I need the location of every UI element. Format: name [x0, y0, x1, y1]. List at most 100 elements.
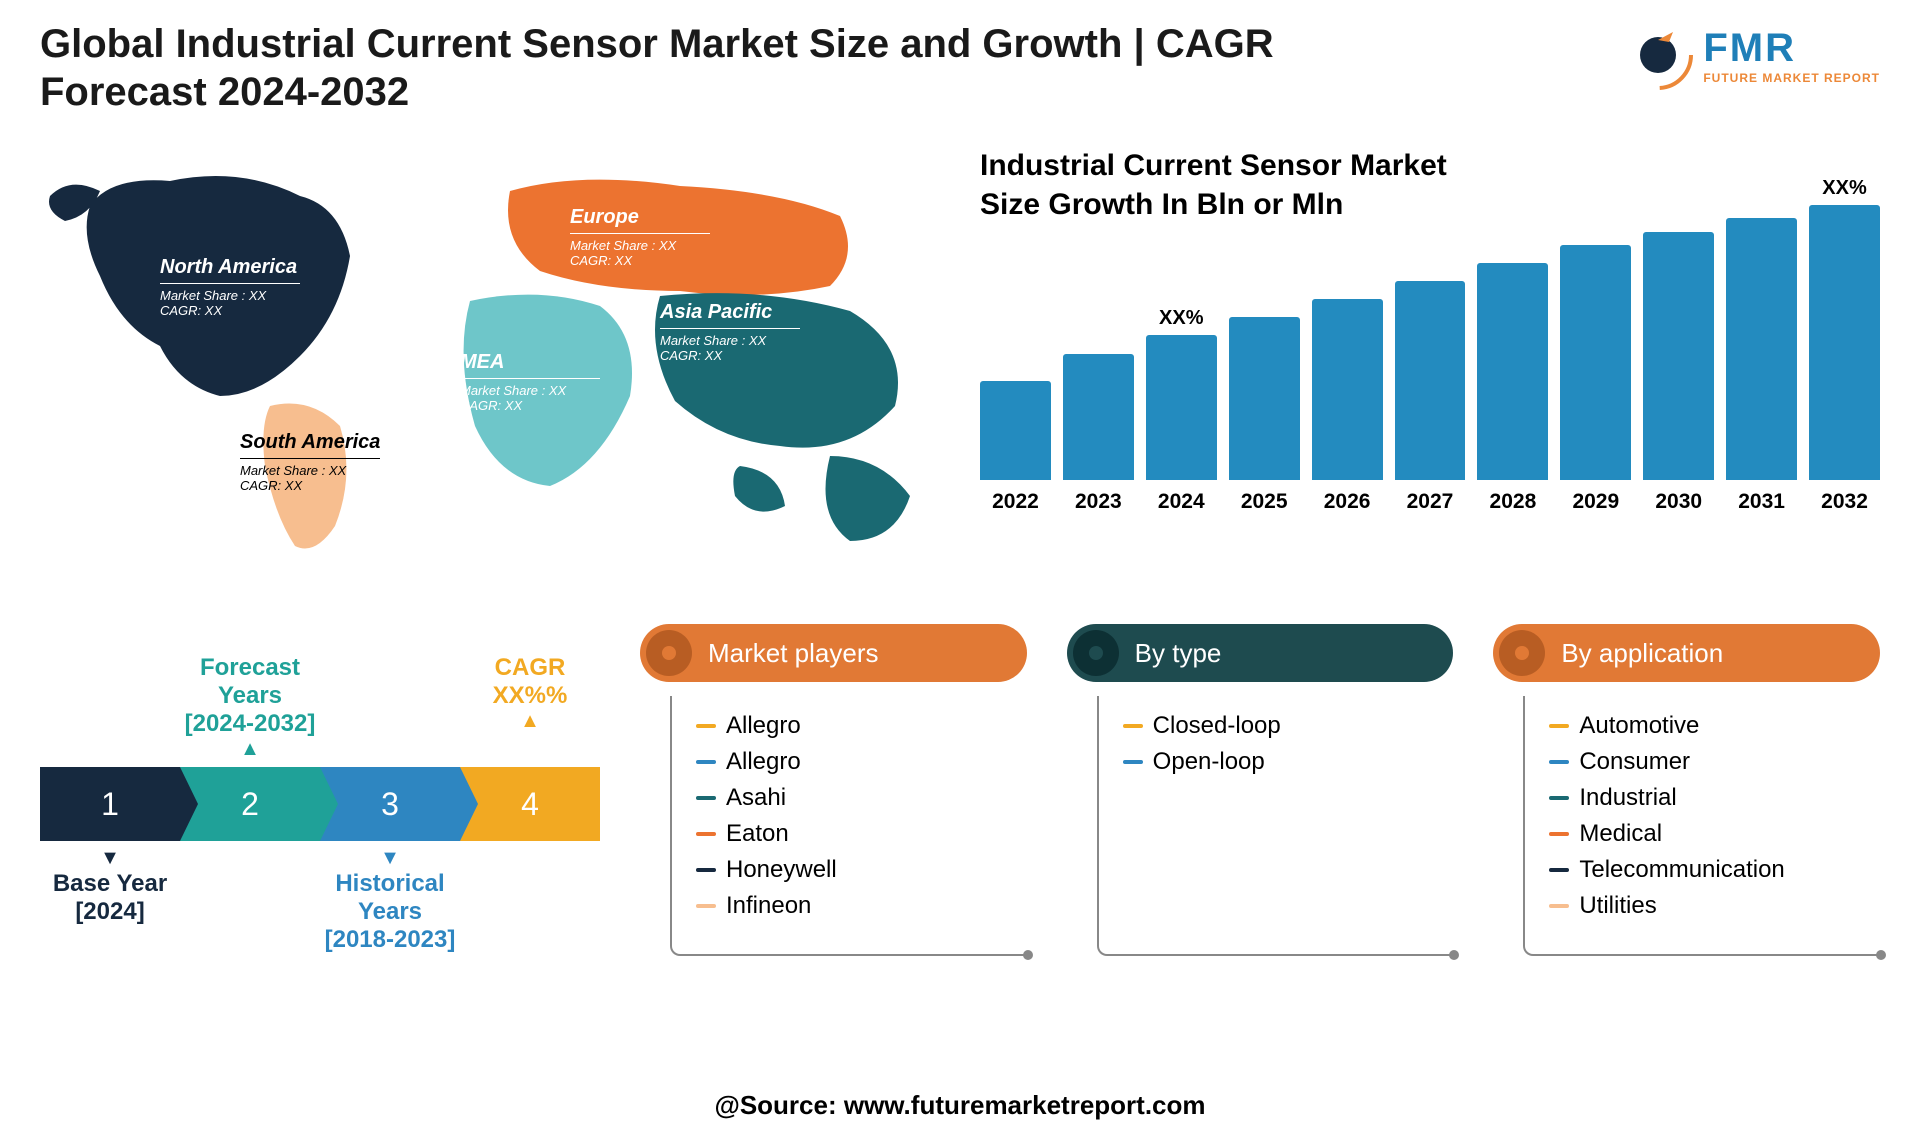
bar-category-label: 2029 — [1572, 490, 1619, 514]
list-item: Open-loop — [1123, 748, 1454, 776]
label-europe: Europe Market Share : XX CAGR: XX — [570, 206, 710, 268]
list-item: Allegro — [696, 712, 1027, 740]
tick-icon — [696, 760, 716, 764]
list-item: Allegro — [696, 748, 1027, 776]
list-item: Infineon — [696, 892, 1027, 920]
bar-col: 2028 — [1477, 263, 1548, 514]
bar — [1726, 218, 1797, 480]
bar-category-label: 2028 — [1490, 490, 1537, 514]
bar — [1643, 232, 1714, 480]
label-cagr: CAGR XX%% ▲ — [460, 654, 600, 761]
list-market-players: Allegro Allegro Asahi Eaton Honeywell Infineo… — [670, 696, 1027, 956]
bar-col: 2022 — [980, 381, 1051, 514]
bar-col: 2026 — [1312, 299, 1383, 514]
bar — [1477, 263, 1548, 480]
list-item: Telecommunication — [1549, 856, 1880, 884]
timeline-segment: 1 — [40, 767, 180, 841]
bottom-row: Forecast Years [2024-2032] ▲ CAGR XX%% ▲… — [40, 624, 1880, 956]
list-item: Automotive — [1549, 712, 1880, 740]
list-item: Asahi — [696, 784, 1027, 812]
list-item: Utilities — [1549, 892, 1880, 920]
timeline-segment: 4 — [460, 767, 600, 841]
bar-col: 2023 — [1063, 354, 1134, 514]
list-item-label: Industrial — [1579, 784, 1676, 812]
list-item-label: Automotive — [1579, 712, 1699, 740]
bar-category-label: 2031 — [1738, 490, 1785, 514]
tick-icon — [1549, 832, 1569, 836]
bar — [980, 381, 1051, 480]
top-row: North America Market Share : XX CAGR: XX… — [40, 146, 1880, 574]
bar-value-label: XX% — [1159, 307, 1203, 330]
tick-icon — [1549, 796, 1569, 800]
list-item-label: Closed-loop — [1153, 712, 1281, 740]
logo-sub: FUTURE MARKET REPORT — [1703, 71, 1880, 85]
label-north-america: North America Market Share : XX CAGR: XX — [160, 256, 300, 318]
source-text: @Source: www.futuremarketreport.com — [714, 1090, 1205, 1121]
page-title: Global Industrial Current Sensor Market … — [40, 20, 1340, 116]
bar-value-label: XX% — [1822, 177, 1866, 200]
list-item: Eaton — [696, 820, 1027, 848]
tick-icon — [696, 904, 716, 908]
bar-col: XX%2032 — [1809, 205, 1880, 514]
pill-market-players: Market players Allegro Allegro Asahi Eaton H… — [640, 624, 1027, 956]
timeline-bar: 1234 — [40, 767, 600, 841]
bar-col: 2030 — [1643, 232, 1714, 514]
bar-category-label: 2027 — [1407, 490, 1454, 514]
list-item-label: Utilities — [1579, 892, 1656, 920]
bar-category-label: 2022 — [992, 490, 1039, 514]
label-mea: MEA Market Share : XX CAGR: XX — [460, 351, 600, 413]
world-map: North America Market Share : XX CAGR: XX… — [40, 146, 940, 566]
bar-col: 2029 — [1560, 245, 1631, 514]
bar — [1560, 245, 1631, 480]
list-item: Industrial — [1549, 784, 1880, 812]
tick-icon — [1549, 868, 1569, 872]
tick-icon — [1549, 724, 1569, 728]
logo-icon — [1623, 20, 1693, 90]
label-asia-pacific: Asia Pacific Market Share : XX CAGR: XX — [660, 301, 800, 363]
label-forecast: Forecast Years [2024-2032] ▲ — [180, 654, 320, 761]
list-by-application: Automotive Consumer Industrial Medical Telec… — [1523, 696, 1880, 956]
timeline-segment: 3 — [320, 767, 460, 841]
bar — [1395, 281, 1466, 480]
tick-icon — [696, 868, 716, 872]
list-item-label: Eaton — [726, 820, 789, 848]
timeline-segment: 2 — [180, 767, 320, 841]
bar-category-label: 2024 — [1158, 490, 1205, 514]
timeline: Forecast Years [2024-2032] ▲ CAGR XX%% ▲… — [40, 624, 600, 956]
list-item: Honeywell — [696, 856, 1027, 884]
bar — [1063, 354, 1134, 480]
logo: FMR FUTURE MARKET REPORT — [1623, 20, 1880, 90]
pill-header-by-application: By application — [1493, 624, 1880, 682]
bar — [1229, 317, 1300, 480]
bar — [1312, 299, 1383, 480]
tick-icon — [1123, 724, 1143, 728]
list-item-label: Asahi — [726, 784, 786, 812]
list-item: Consumer — [1549, 748, 1880, 776]
label-historical: ▼ Historical Years [2018-2023] — [320, 847, 460, 954]
bar — [1146, 335, 1217, 480]
list-item-label: Allegro — [726, 712, 801, 740]
list-item-label: Medical — [1579, 820, 1662, 848]
bar-chart: 2022 2023 XX% 2024 2025 2026 2027 2028 2029 2030 2… — [980, 234, 1880, 514]
pill-by-application: By application Automotive Consumer Industr… — [1493, 624, 1880, 956]
bar-category-label: 2025 — [1241, 490, 1288, 514]
tick-icon — [696, 796, 716, 800]
bar — [1809, 205, 1880, 480]
bar-chart-section: Industrial Current Sensor Market Size Gr… — [960, 146, 1880, 574]
list-item-label: Telecommunication — [1579, 856, 1784, 884]
bar-category-label: 2023 — [1075, 490, 1122, 514]
list-item: Medical — [1549, 820, 1880, 848]
bar-col: 2027 — [1395, 281, 1466, 514]
list-by-type: Closed-loop Open-loop — [1097, 696, 1454, 956]
header: Global Industrial Current Sensor Market … — [40, 20, 1880, 116]
tick-icon — [1123, 760, 1143, 764]
bar-category-label: 2032 — [1821, 490, 1868, 514]
tick-icon — [1549, 760, 1569, 764]
list-item: Closed-loop — [1123, 712, 1454, 740]
tick-icon — [1549, 904, 1569, 908]
bar-category-label: 2030 — [1655, 490, 1702, 514]
bar-col: 2025 — [1229, 317, 1300, 514]
pill-by-type: By type Closed-loopOpen-loop — [1067, 624, 1454, 956]
pill-header-market-players: Market players — [640, 624, 1027, 682]
list-item-label: Honeywell — [726, 856, 837, 884]
